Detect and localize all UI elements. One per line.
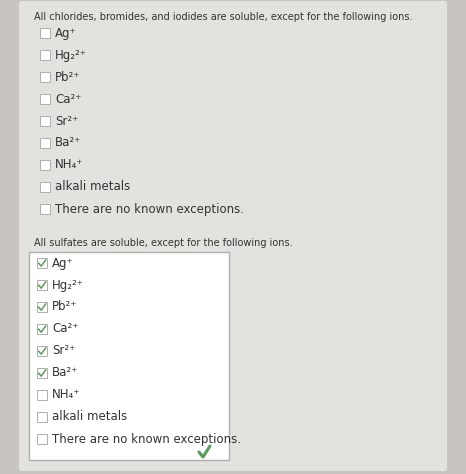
Bar bbox=[40, 50, 50, 60]
Bar bbox=[40, 94, 50, 104]
Text: Sr²⁺: Sr²⁺ bbox=[52, 345, 75, 357]
Bar bbox=[37, 412, 47, 422]
Text: All chlorides, bromides, and iodides are soluble, except for the following ions.: All chlorides, bromides, and iodides are… bbox=[34, 12, 412, 22]
Text: Hg₂²⁺: Hg₂²⁺ bbox=[55, 48, 87, 62]
Text: Ca²⁺: Ca²⁺ bbox=[52, 322, 78, 336]
FancyBboxPatch shape bbox=[19, 1, 447, 471]
Text: alkali metals: alkali metals bbox=[55, 181, 130, 193]
Text: Ag⁺: Ag⁺ bbox=[55, 27, 76, 39]
Bar bbox=[40, 116, 50, 126]
Text: Pb²⁺: Pb²⁺ bbox=[55, 71, 80, 83]
Text: Ca²⁺: Ca²⁺ bbox=[55, 92, 82, 106]
Text: alkali metals: alkali metals bbox=[52, 410, 127, 423]
Bar bbox=[40, 204, 50, 214]
Text: There are no known exceptions.: There are no known exceptions. bbox=[55, 202, 244, 216]
Bar bbox=[37, 390, 47, 400]
Text: Hg₂²⁺: Hg₂²⁺ bbox=[52, 279, 84, 292]
Text: NH₄⁺: NH₄⁺ bbox=[52, 389, 80, 401]
Bar bbox=[37, 368, 47, 378]
Text: NH₄⁺: NH₄⁺ bbox=[55, 158, 83, 172]
Text: Pb²⁺: Pb²⁺ bbox=[52, 301, 77, 313]
Bar bbox=[40, 28, 50, 38]
Text: Sr²⁺: Sr²⁺ bbox=[55, 115, 78, 128]
Bar bbox=[37, 434, 47, 444]
Bar bbox=[37, 346, 47, 356]
Bar bbox=[40, 138, 50, 148]
Bar bbox=[40, 160, 50, 170]
Text: There are no known exceptions.: There are no known exceptions. bbox=[52, 432, 241, 446]
Bar bbox=[37, 324, 47, 334]
Bar bbox=[40, 72, 50, 82]
Bar bbox=[37, 302, 47, 312]
Text: Ag⁺: Ag⁺ bbox=[52, 256, 74, 270]
Bar bbox=[29, 252, 229, 460]
Text: Ba²⁺: Ba²⁺ bbox=[52, 366, 78, 380]
Bar bbox=[40, 182, 50, 192]
Bar bbox=[37, 258, 47, 268]
Bar bbox=[37, 280, 47, 290]
Text: All sulfates are soluble, except for the following ions.: All sulfates are soluble, except for the… bbox=[34, 238, 293, 248]
Text: Ba²⁺: Ba²⁺ bbox=[55, 137, 81, 149]
